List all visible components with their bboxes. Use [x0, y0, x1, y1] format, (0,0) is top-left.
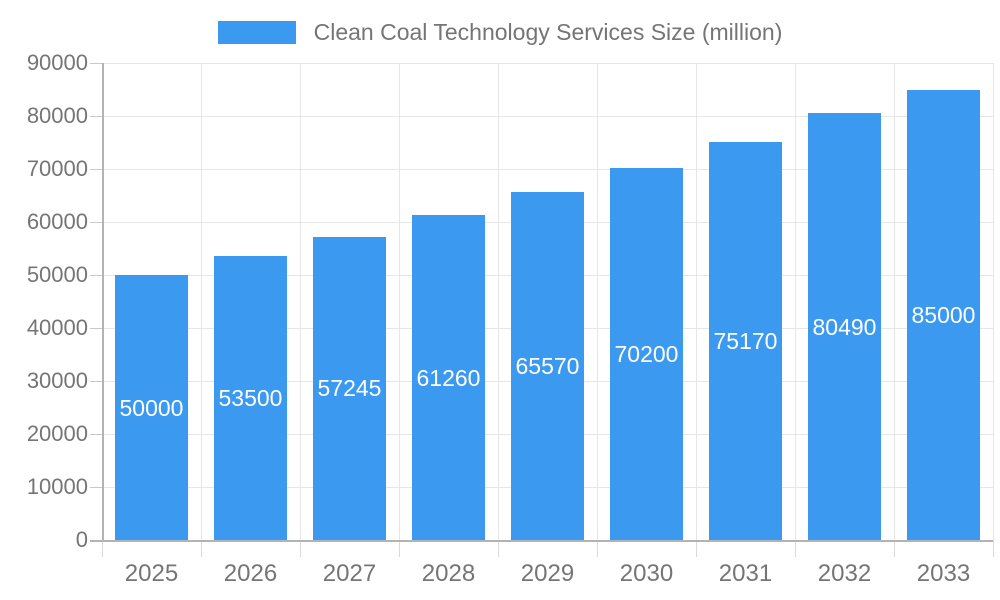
bar-value-label: 85000 [911, 301, 976, 328]
y-axis-tick [90, 381, 102, 382]
x-axis-tick [795, 540, 796, 557]
x-axis-tick [696, 540, 697, 557]
y-axis-tick [90, 434, 102, 435]
bar-value-label: 53500 [218, 385, 283, 412]
x-axis-tick [300, 540, 301, 557]
bar[interactable] [610, 167, 683, 540]
h-gridline [102, 63, 993, 64]
y-tick-label: 20000 [26, 421, 88, 446]
h-gridline [102, 116, 993, 117]
y-axis-tick [90, 169, 102, 170]
x-tick-label: 2027 [322, 560, 377, 587]
y-axis-tick [90, 275, 102, 276]
bar[interactable] [511, 192, 584, 540]
v-gridline [993, 63, 994, 540]
v-gridline [201, 63, 202, 540]
v-gridline [399, 63, 400, 540]
y-tick-label: 70000 [26, 156, 88, 181]
x-axis-tick [993, 540, 994, 557]
bar[interactable] [907, 89, 980, 540]
h-gridline [102, 169, 993, 170]
y-tick-label: 50000 [26, 262, 88, 287]
bar-value-label: 65570 [515, 353, 580, 380]
y-tick-label: 90000 [26, 50, 88, 75]
x-tick-label: 2026 [223, 560, 278, 587]
x-tick-label: 2028 [421, 560, 476, 587]
v-gridline [597, 63, 598, 540]
x-axis-tick [894, 540, 895, 557]
y-tick-label: 30000 [26, 368, 88, 393]
x-tick-label: 2030 [619, 560, 674, 587]
bar[interactable] [412, 215, 485, 540]
x-axis-line [90, 540, 993, 542]
y-tick-label: 0 [75, 527, 88, 552]
x-tick-label: 2032 [817, 560, 872, 587]
x-axis-tick [597, 540, 598, 557]
bar[interactable] [115, 275, 188, 540]
y-axis-line [102, 63, 104, 541]
v-gridline [894, 63, 895, 540]
bar-value-label: 61260 [416, 364, 481, 391]
x-axis-tick [498, 540, 499, 557]
y-tick-label: 10000 [26, 474, 88, 499]
bar-value-label: 75170 [713, 327, 778, 354]
bar[interactable] [709, 141, 782, 540]
bar-value-label: 50000 [119, 394, 184, 421]
y-tick-label: 80000 [26, 103, 88, 128]
bar-value-label: 80490 [812, 313, 877, 340]
x-tick-label: 2033 [916, 560, 971, 587]
bar-value-label: 57245 [317, 375, 382, 402]
v-gridline [300, 63, 301, 540]
x-axis-tick [201, 540, 202, 557]
legend-swatch [217, 21, 296, 44]
bar[interactable] [313, 236, 386, 540]
y-axis-tick [90, 63, 102, 64]
x-tick-label: 2025 [124, 560, 179, 587]
x-axis-tick [102, 540, 103, 557]
bar-value-label: 70200 [614, 340, 679, 367]
x-tick-label: 2031 [718, 560, 773, 587]
legend-label: Clean Coal Technology Services Size (mil… [313, 19, 783, 45]
bar[interactable] [214, 256, 287, 540]
y-axis-tick [90, 328, 102, 329]
v-gridline [696, 63, 697, 540]
legend: Clean Coal Technology Services Size (mil… [0, 19, 1000, 46]
y-axis-tick [90, 487, 102, 488]
y-tick-label: 60000 [26, 209, 88, 234]
y-axis-tick [90, 222, 102, 223]
bar[interactable] [808, 113, 881, 540]
v-gridline [795, 63, 796, 540]
x-axis-tick [399, 540, 400, 557]
v-gridline [498, 63, 499, 540]
y-axis-tick [90, 116, 102, 117]
x-tick-label: 2029 [520, 560, 575, 587]
y-tick-label: 40000 [26, 315, 88, 340]
